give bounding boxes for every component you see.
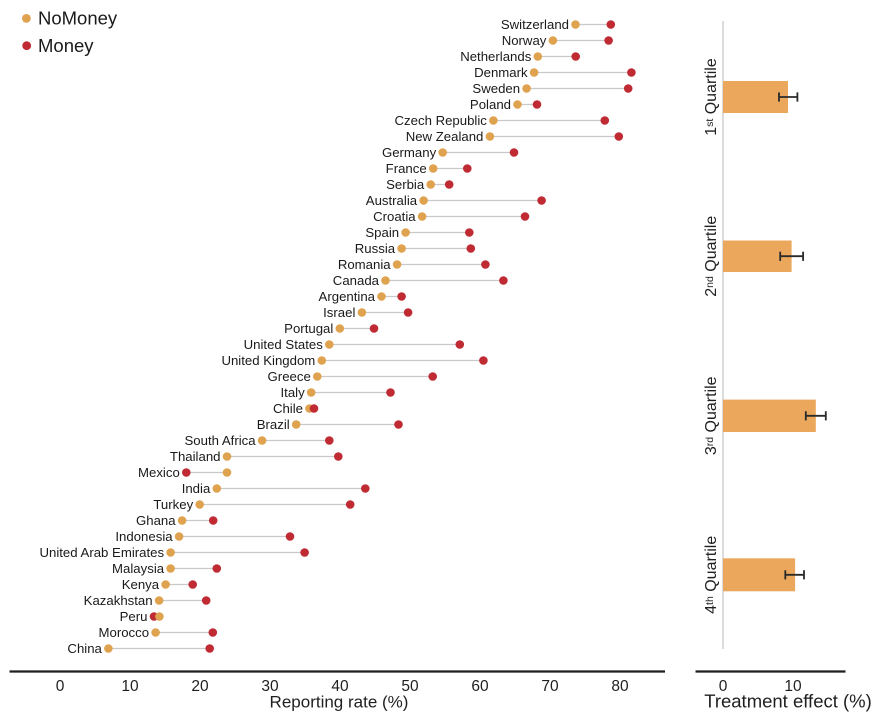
svg-text:Thailand: Thailand <box>170 449 221 464</box>
svg-text:Netherlands: Netherlands <box>460 49 532 64</box>
svg-text:Romania: Romania <box>338 257 391 272</box>
svg-text:Switzerland: Switzerland <box>501 17 569 32</box>
svg-text:Czech Republic: Czech Republic <box>395 113 488 128</box>
svg-text:Portugal: Portugal <box>284 321 333 336</box>
svg-text:Peru: Peru <box>120 609 148 624</box>
svg-text:New Zealand: New Zealand <box>406 129 484 144</box>
svg-text:Turkey: Turkey <box>153 497 193 512</box>
svg-text:Mexico: Mexico <box>138 465 180 480</box>
svg-text:Italy: Italy <box>281 385 306 400</box>
svg-text:France: France <box>386 161 427 176</box>
svg-text:Argentina: Argentina <box>319 289 376 304</box>
svg-text:United Kingdom: United Kingdom <box>221 353 315 368</box>
svg-text:Israel: Israel <box>323 305 355 320</box>
svg-text:United States: United States <box>244 337 324 352</box>
svg-text:Ghana: Ghana <box>136 513 176 528</box>
svg-text:Kazakhstan: Kazakhstan <box>84 593 153 608</box>
svg-text:India: India <box>182 481 211 496</box>
svg-text:Norway: Norway <box>502 33 547 48</box>
svg-text:50: 50 <box>401 678 419 695</box>
svg-text:Spain: Spain <box>365 225 399 240</box>
svg-text:Kenya: Kenya <box>122 577 160 592</box>
svg-text:Greece: Greece <box>268 369 311 384</box>
svg-text:Russia: Russia <box>355 241 396 256</box>
svg-text:0: 0 <box>56 678 65 695</box>
svg-text:Poland: Poland <box>470 97 511 112</box>
svg-text:Money: Money <box>38 35 94 56</box>
svg-text:Malaysia: Malaysia <box>112 561 165 576</box>
svg-text:Australia: Australia <box>366 193 418 208</box>
svg-text:4th Quartile: 4th Quartile <box>703 536 720 614</box>
svg-text:Morocco: Morocco <box>99 625 150 640</box>
svg-text:United Arab Emirates: United Arab Emirates <box>39 545 164 560</box>
svg-text:Treatment effect (%): Treatment effect (%) <box>704 691 872 712</box>
svg-text:Chile: Chile <box>273 401 303 416</box>
svg-text:30: 30 <box>261 678 279 695</box>
svg-text:Germany: Germany <box>382 145 437 160</box>
svg-text:3rd Quartile: 3rd Quartile <box>703 376 720 455</box>
svg-text:20: 20 <box>191 678 209 695</box>
svg-text:NoMoney: NoMoney <box>38 8 118 29</box>
svg-text:10: 10 <box>121 678 139 695</box>
svg-text:Denmark: Denmark <box>474 65 528 80</box>
svg-text:70: 70 <box>541 678 559 695</box>
svg-text:South Africa: South Africa <box>184 433 256 448</box>
svg-text:40: 40 <box>331 678 349 695</box>
svg-text:80: 80 <box>611 678 629 695</box>
svg-text:Sweden: Sweden <box>472 81 520 96</box>
svg-text:Reporting rate (%): Reporting rate (%) <box>270 693 409 712</box>
svg-text:Indonesia: Indonesia <box>115 529 173 544</box>
svg-text:60: 60 <box>471 678 489 695</box>
svg-text:Serbia: Serbia <box>386 177 425 192</box>
svg-text:2nd Quartile: 2nd Quartile <box>703 216 720 297</box>
svg-text:Canada: Canada <box>333 273 380 288</box>
svg-text:0: 0 <box>719 678 728 695</box>
svg-text:China: China <box>67 641 102 656</box>
svg-text:Croatia: Croatia <box>373 209 416 224</box>
svg-text:Brazil: Brazil <box>257 417 290 432</box>
svg-text:10: 10 <box>784 678 802 695</box>
svg-text:1st Quartile: 1st Quartile <box>703 58 720 136</box>
